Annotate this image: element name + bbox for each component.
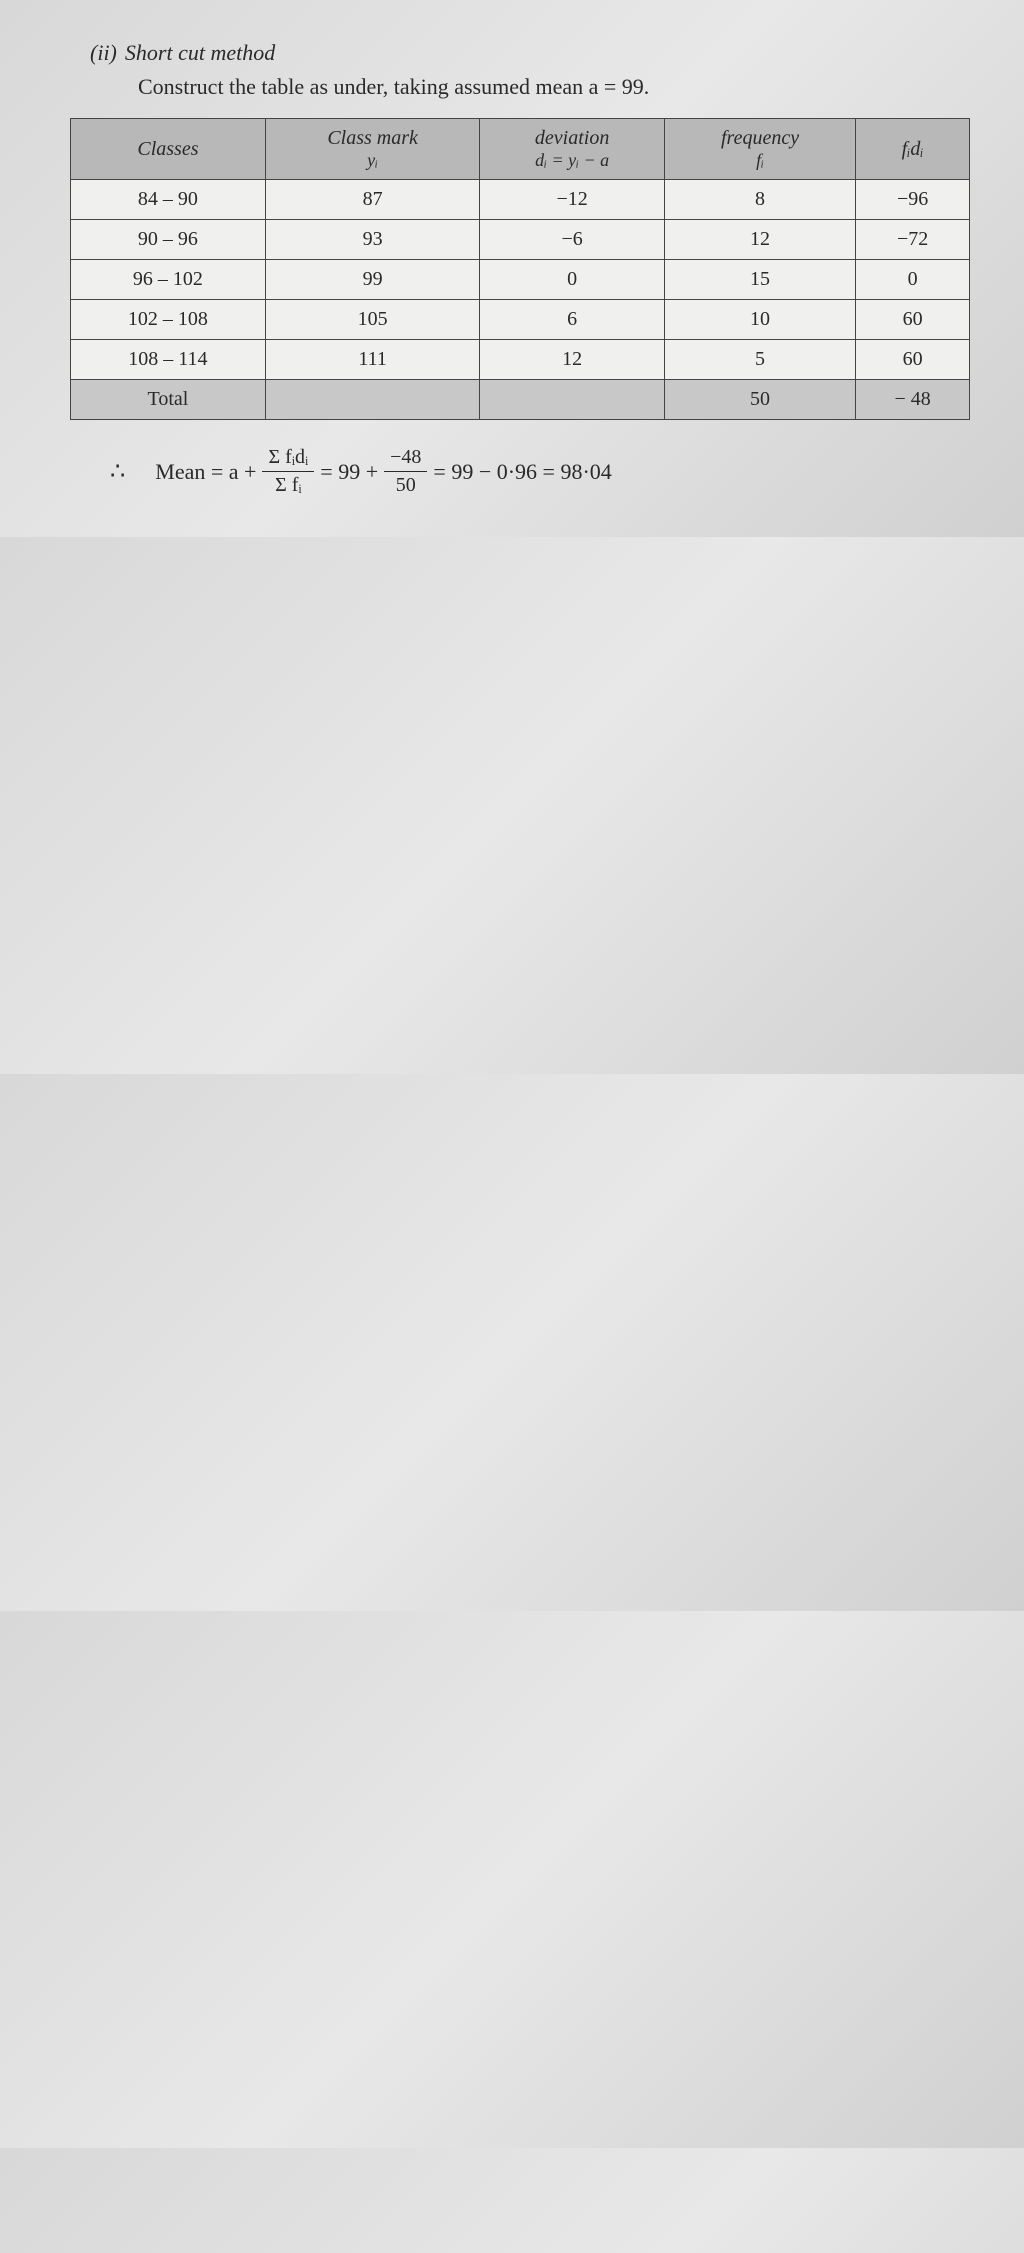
mean-equals: Mean = a + bbox=[155, 459, 256, 485]
header-classes-label: Classes bbox=[137, 138, 198, 160]
total-fidi: − 48 bbox=[856, 380, 970, 420]
cell-deviation: 12 bbox=[480, 340, 665, 380]
cell-classmark: 99 bbox=[265, 260, 479, 300]
total-frequency: 50 bbox=[664, 380, 855, 420]
cell-classes: 84 – 90 bbox=[71, 180, 266, 220]
cell-classmark: 111 bbox=[265, 340, 479, 380]
cell-classes: 90 – 96 bbox=[71, 220, 266, 260]
total-empty bbox=[480, 380, 665, 420]
header-deviation-label: deviation bbox=[535, 127, 609, 149]
cell-classes: 96 – 102 bbox=[71, 260, 266, 300]
cell-classes: 102 – 108 bbox=[71, 300, 266, 340]
cell-classmark: 87 bbox=[265, 180, 479, 220]
table-header-row: Classes Class mark yᵢ deviation dᵢ = yᵢ … bbox=[71, 119, 970, 180]
header-classmark-label: Class mark bbox=[327, 127, 418, 149]
frac1-numerator: Σ fᵢdᵢ bbox=[262, 446, 314, 472]
total-empty bbox=[265, 380, 479, 420]
frac2-denominator: 50 bbox=[384, 472, 427, 497]
col-deviation: deviation dᵢ = yᵢ − a bbox=[480, 119, 665, 180]
col-fidi: fᵢdᵢ bbox=[856, 119, 970, 180]
col-classes: Classes bbox=[71, 119, 266, 180]
header-frequency-sub: fᵢ bbox=[677, 150, 843, 171]
header-fidi-label: fᵢdᵢ bbox=[902, 138, 924, 160]
fraction-numeric: −48 50 bbox=[384, 446, 427, 497]
item-number: (ii) bbox=[90, 40, 117, 65]
frequency-table: Classes Class mark yᵢ deviation dᵢ = yᵢ … bbox=[70, 118, 970, 420]
fraction-sigma: Σ fᵢdᵢ Σ fᵢ bbox=[262, 446, 314, 497]
table-row: 90 – 96 93 −6 12 −72 bbox=[71, 220, 970, 260]
col-frequency: frequency fᵢ bbox=[664, 119, 855, 180]
cell-deviation: 0 bbox=[480, 260, 665, 300]
header-classmark-sub: yᵢ bbox=[278, 150, 467, 171]
table-row: 84 – 90 87 −12 8 −96 bbox=[71, 180, 970, 220]
cell-deviation: 6 bbox=[480, 300, 665, 340]
col-classmark: Class mark yᵢ bbox=[265, 119, 479, 180]
cell-frequency: 5 bbox=[664, 340, 855, 380]
therefore-symbol: ∴ bbox=[110, 457, 125, 486]
frac1-denominator: Σ fᵢ bbox=[262, 472, 314, 497]
instruction-text: Construct the table as under, taking ass… bbox=[138, 74, 994, 100]
cell-fidi: 60 bbox=[856, 300, 970, 340]
cell-frequency: 15 bbox=[664, 260, 855, 300]
formula-eq1: = 99 + bbox=[320, 459, 378, 485]
cell-frequency: 10 bbox=[664, 300, 855, 340]
total-label: Total bbox=[71, 380, 266, 420]
section-heading: (ii) Short cut method bbox=[90, 40, 994, 66]
cell-frequency: 8 bbox=[664, 180, 855, 220]
cell-frequency: 12 bbox=[664, 220, 855, 260]
cell-fidi: 60 bbox=[856, 340, 970, 380]
table-row: 102 – 108 105 6 10 60 bbox=[71, 300, 970, 340]
method-title: Short cut method bbox=[125, 40, 275, 65]
table-row: 108 – 114 111 12 5 60 bbox=[71, 340, 970, 380]
cell-classmark: 105 bbox=[265, 300, 479, 340]
cell-fidi: 0 bbox=[856, 260, 970, 300]
cell-fidi: −96 bbox=[856, 180, 970, 220]
table-row: 96 – 102 99 0 15 0 bbox=[71, 260, 970, 300]
cell-fidi: −72 bbox=[856, 220, 970, 260]
cell-deviation: −6 bbox=[480, 220, 665, 260]
cell-classmark: 93 bbox=[265, 220, 479, 260]
frac2-numerator: −48 bbox=[384, 446, 427, 472]
header-deviation-sub: dᵢ = yᵢ − a bbox=[492, 150, 652, 171]
table-total-row: Total 50 − 48 bbox=[71, 380, 970, 420]
formula-result: = 99 − 0·96 = 98·04 bbox=[433, 459, 611, 485]
cell-deviation: −12 bbox=[480, 180, 665, 220]
mean-formula: ∴ Mean = a + Σ fᵢdᵢ Σ fᵢ = 99 + −48 50 =… bbox=[110, 446, 994, 497]
cell-classes: 108 – 114 bbox=[71, 340, 266, 380]
header-frequency-label: frequency bbox=[721, 127, 799, 149]
